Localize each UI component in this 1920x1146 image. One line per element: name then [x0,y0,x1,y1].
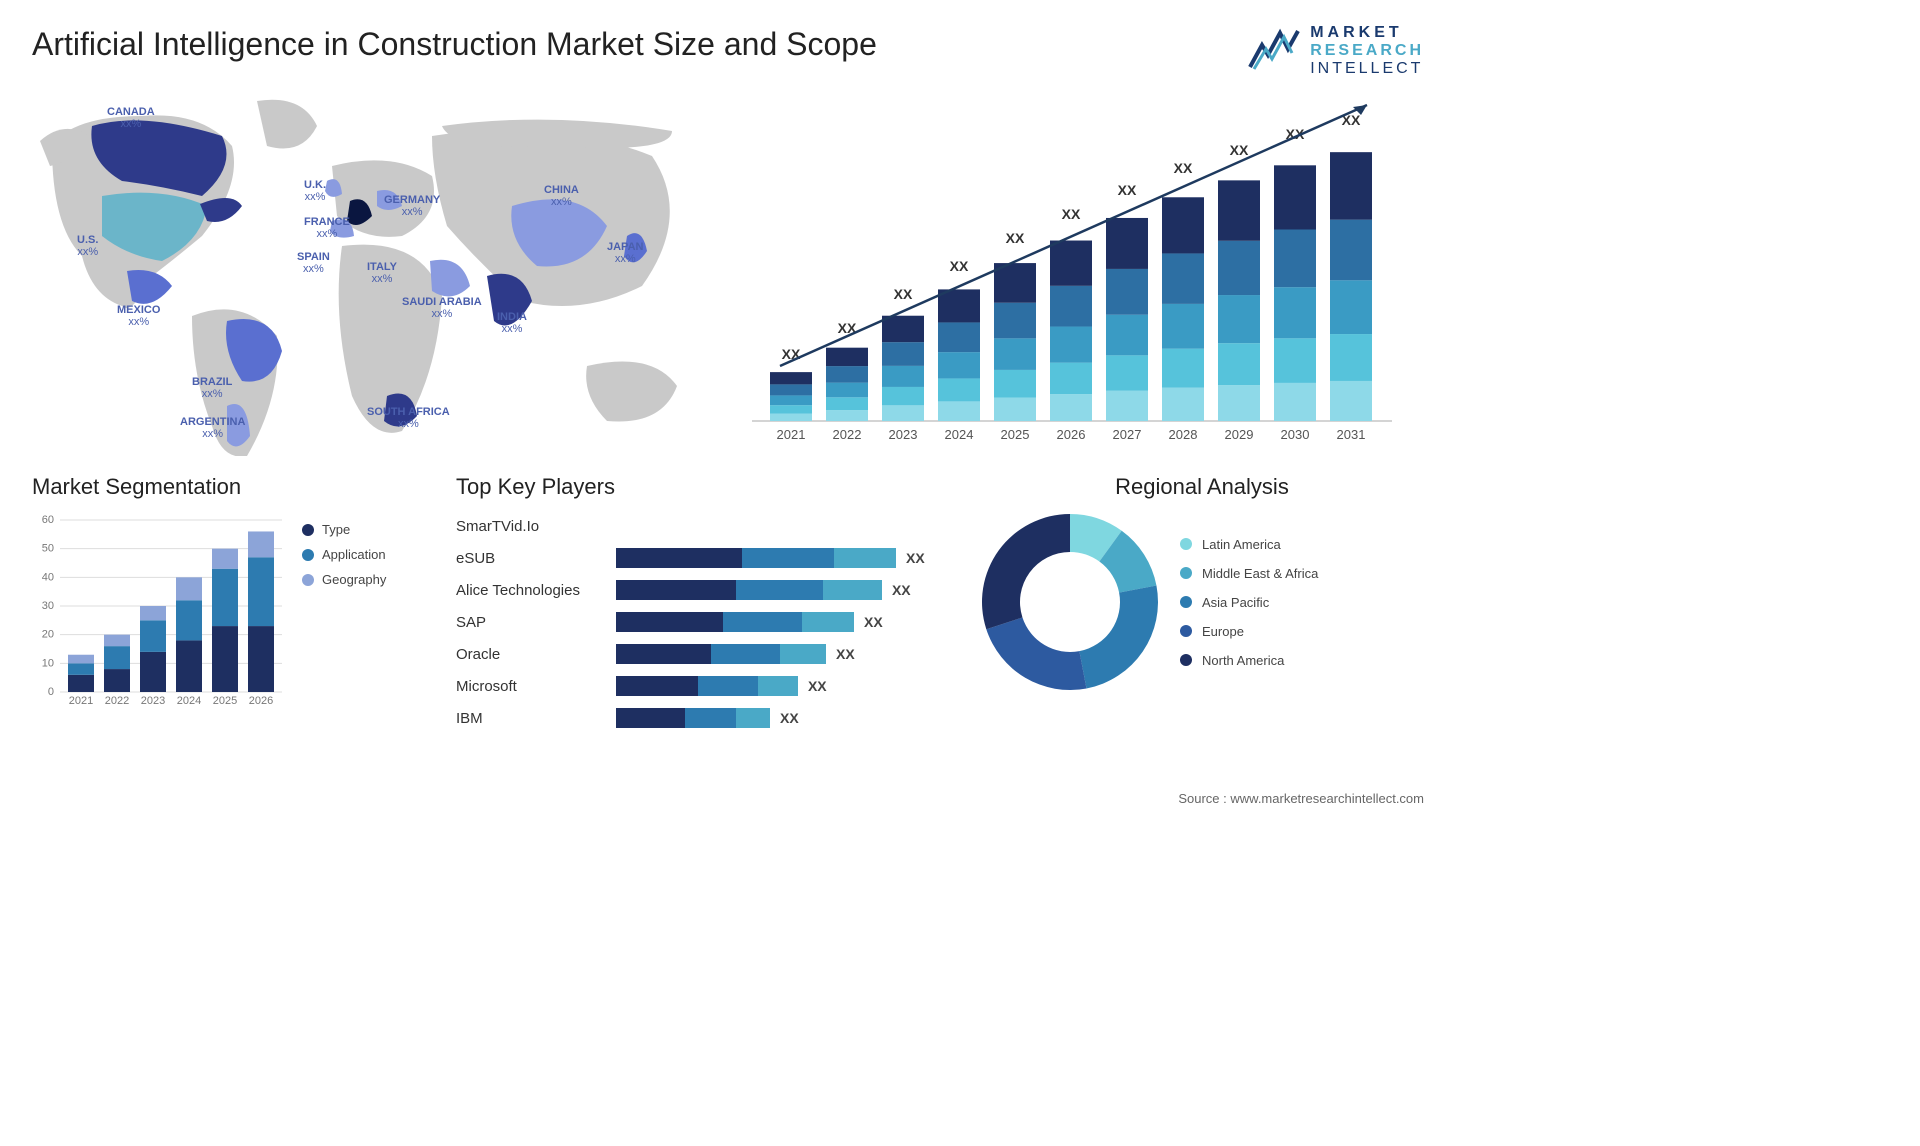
country-label: U.S.xx% [77,234,98,258]
logo-icon [1248,27,1300,75]
brand-logo: MARKET RESEARCH INTELLECT [1248,24,1424,78]
legend-item: North America [1180,653,1318,668]
svg-text:XX: XX [950,258,969,274]
player-name: Microsoft [456,678,616,695]
country-label: BRAZILxx% [192,376,232,400]
player-name: SAP [456,614,616,631]
legend-item: Application [302,547,386,562]
legend-item: Asia Pacific [1180,595,1318,610]
player-row: IBM XX [456,704,956,732]
logo-line2: RESEARCH [1310,42,1424,60]
player-value: XX [780,710,799,726]
svg-text:2024: 2024 [177,695,201,707]
player-bar [616,612,854,632]
svg-text:2024: 2024 [945,427,974,442]
svg-text:2027: 2027 [1113,427,1142,442]
country-label: ITALYxx% [367,261,397,285]
regional-donut [980,512,1160,692]
svg-text:XX: XX [894,286,913,302]
country-label: GERMANYxx% [384,194,440,218]
country-label: CHINAxx% [544,184,579,208]
player-name: eSUB [456,550,616,567]
player-row: SAP XX [456,608,956,636]
svg-text:50: 50 [42,543,54,555]
player-value: XX [906,550,925,566]
key-players-chart: SmarTVid.IoeSUBXXAlice TechnologiesXXSAP… [456,512,956,732]
segmentation-legend: Type Application Geography [302,522,386,712]
svg-text:2023: 2023 [889,427,918,442]
country-label: CANADAxx% [107,106,155,130]
player-value: XX [836,646,855,662]
player-row: Oracle XX [456,640,956,668]
growth-chart: XX 2021 XX 2022 XX 2023 XX 2024 XX 2025 XX 2026 XX 20… [752,86,1424,456]
svg-text:60: 60 [42,514,54,526]
svg-text:2026: 2026 [1057,427,1086,442]
player-name: Oracle [456,646,616,663]
regional-legend: Latin America Middle East & Africa Asia Pa… [1180,537,1318,668]
legend-item: Europe [1180,624,1318,639]
player-name: IBM [456,710,616,727]
svg-text:30: 30 [42,600,54,612]
player-name: SmarTVid.Io [456,518,616,535]
player-value: XX [892,582,911,598]
regional-title: Regional Analysis [980,474,1424,500]
svg-text:20: 20 [42,629,54,641]
logo-line1: MARKET [1310,24,1424,42]
logo-line3: INTELLECT [1310,60,1424,78]
player-bar [616,548,896,568]
player-bar [616,580,882,600]
svg-text:2031: 2031 [1337,427,1366,442]
svg-text:2030: 2030 [1281,427,1310,442]
legend-item: Latin America [1180,537,1318,552]
players-title: Top Key Players [456,474,956,500]
segmentation-title: Market Segmentation [32,474,432,500]
svg-text:2025: 2025 [213,695,237,707]
player-bar [616,644,826,664]
player-value: XX [864,614,883,630]
country-label: FRANCExx% [304,216,350,240]
player-row: Microsoft XX [456,672,956,700]
player-value: XX [808,678,827,694]
svg-text:2028: 2028 [1169,427,1198,442]
player-row: Alice Technologies XX [456,576,956,604]
country-label: SOUTH AFRICAxx% [367,406,450,430]
svg-text:XX: XX [1118,182,1137,198]
country-label: INDIAxx% [497,311,527,335]
player-bar [616,708,770,728]
source-text: Source : www.marketresearchintellect.com [1178,791,1424,806]
country-label: SAUDI ARABIAxx% [402,296,482,320]
svg-text:2021: 2021 [69,695,93,707]
svg-text:2021: 2021 [777,427,806,442]
player-name: Alice Technologies [456,582,616,599]
player-row: eSUB XX [456,544,956,572]
country-label: U.K.xx% [304,179,326,203]
svg-text:2022: 2022 [105,695,129,707]
svg-text:XX: XX [1230,142,1249,158]
svg-text:40: 40 [42,571,54,583]
world-map: CANADAxx% U.S.xx% MEXICOxx% BRAZILxx% ARGENT… [32,86,712,456]
legend-item: Geography [302,572,386,587]
svg-text:0: 0 [48,686,54,698]
country-label: ARGENTINAxx% [180,416,245,440]
page-title: Artificial Intelligence in Construction … [32,24,877,64]
country-label: JAPANxx% [607,241,643,265]
svg-text:XX: XX [1006,230,1025,246]
player-bar [616,676,798,696]
svg-text:XX: XX [1174,160,1193,176]
svg-text:2022: 2022 [833,427,862,442]
country-label: SPAINxx% [297,251,330,275]
legend-item: Middle East & Africa [1180,566,1318,581]
legend-item: Type [302,522,386,537]
svg-text:2025: 2025 [1001,427,1030,442]
svg-text:2023: 2023 [141,695,165,707]
segmentation-chart: 0 10 20 30 40 50 60 2021 2022 2023 2024 2025 2026 [32,512,282,712]
country-label: MEXICOxx% [117,304,160,328]
svg-text:XX: XX [1062,206,1081,222]
svg-text:10: 10 [42,657,54,669]
svg-text:2026: 2026 [249,695,273,707]
player-row: SmarTVid.Io [456,512,956,540]
svg-text:2029: 2029 [1225,427,1254,442]
